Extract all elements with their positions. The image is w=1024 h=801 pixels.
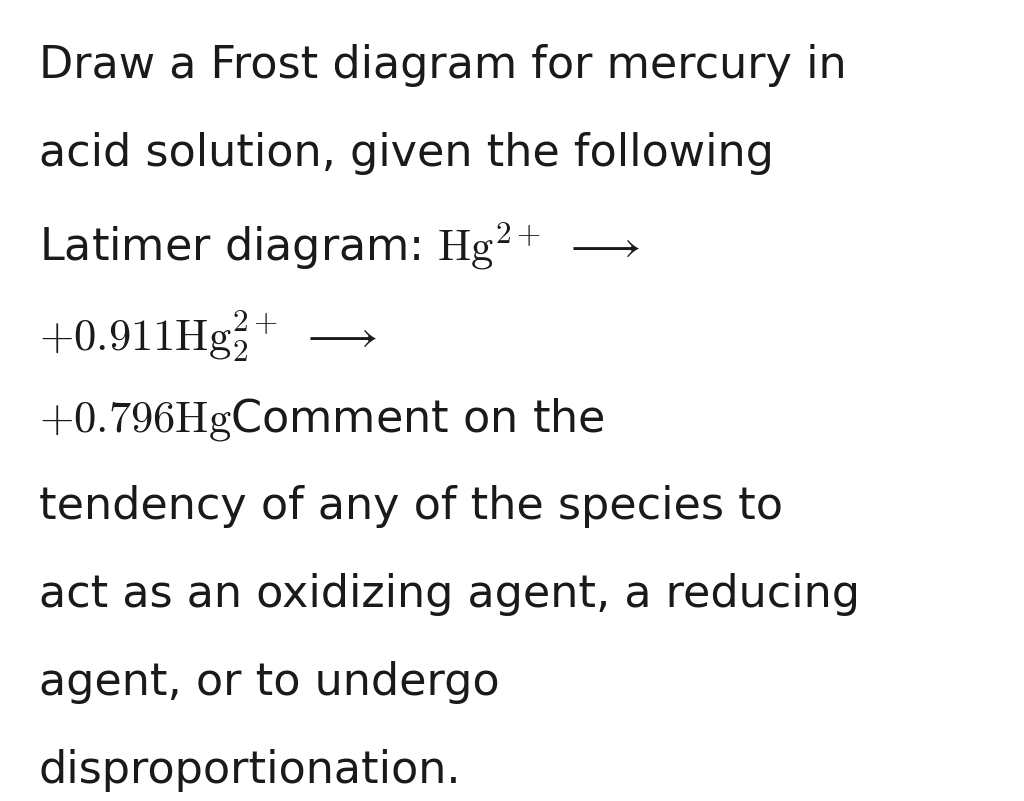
Text: Latimer diagram: $\mathrm{Hg}^{2+}$ $\longrightarrow$: Latimer diagram: $\mathrm{Hg}^{2+}$ $\lo… (39, 220, 640, 272)
Text: agent, or to undergo: agent, or to undergo (39, 661, 500, 704)
Text: $+0.911\mathrm{Hg}_2^{2+}$ $\longrightarrow$: $+0.911\mathrm{Hg}_2^{2+}$ $\longrightar… (39, 308, 377, 364)
Text: Draw a Frost diagram for mercury in: Draw a Frost diagram for mercury in (39, 44, 847, 87)
Text: act as an oxidizing agent, a reducing: act as an oxidizing agent, a reducing (39, 573, 860, 616)
Text: $+0.796\mathrm{Hg}$Comment on the: $+0.796\mathrm{Hg}$Comment on the (39, 396, 604, 444)
Text: disproportionation.: disproportionation. (39, 749, 462, 792)
Text: tendency of any of the species to: tendency of any of the species to (39, 485, 783, 528)
Text: acid solution, given the following: acid solution, given the following (39, 132, 774, 175)
